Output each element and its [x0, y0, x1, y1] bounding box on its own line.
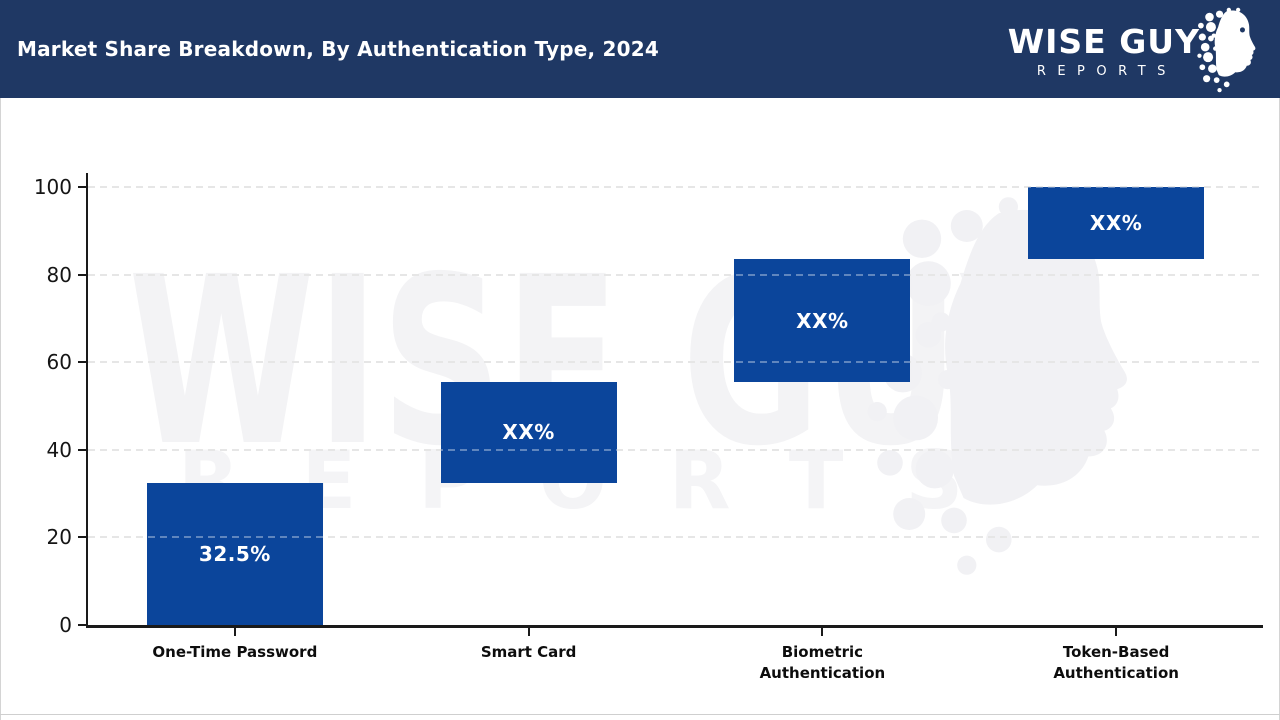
x-tick-2: [527, 628, 530, 636]
page-border-left: [0, 98, 1, 720]
x-category-label-4: Token-Based Authentication: [1053, 643, 1179, 682]
chart-title: Market Share Breakdown, By Authenticatio…: [17, 37, 659, 61]
gridline-40: [88, 448, 1263, 451]
bar-3: XX%: [734, 259, 911, 382]
gridline-overlay-60: [88, 361, 1263, 364]
y-tick-label-100: 100: [33, 175, 72, 199]
bar-value-label: XX%: [796, 308, 849, 333]
logo-sub-text: REPORTS: [1036, 63, 1177, 79]
watermark-dotted-head: [867, 197, 1127, 575]
gridline-20: [88, 536, 1263, 539]
gridline-overlay-80: [88, 273, 1263, 276]
gridline-overlay-40: [88, 448, 1263, 451]
gridline-100: [88, 186, 1263, 188]
gridline-overlay-20: [88, 536, 1263, 539]
x-category-label-3: Biometric Authentication: [759, 643, 886, 682]
x-category-label-2: Smart Card: [480, 643, 577, 661]
y-tick-100: [78, 186, 86, 188]
chart: WISE GUY REPORTS 32.5%XX%XX%XX% 02040608…: [0, 98, 1280, 720]
x-tick-4: [1115, 628, 1118, 636]
gridline-80: [88, 273, 1263, 276]
y-tick-0: [78, 624, 86, 626]
header-bar: Market Share Breakdown, By Authenticatio…: [0, 0, 1280, 98]
bar-value-label: XX%: [1089, 211, 1143, 236]
logo-text: WISE GUY REPORTS: [1008, 22, 1200, 79]
plot-area: 32.5% XX% XX% XX%: [86, 173, 1263, 628]
y-tick-label-40: 40: [46, 437, 72, 462]
x-category-label-1: One-Time Password: [152, 643, 318, 661]
wise-guy-reports-logo: WISE GUY REPORTS: [1008, 4, 1268, 96]
gridline-60: [88, 361, 1263, 364]
bar-4: XX%: [1028, 187, 1205, 260]
y-tick-20: [78, 536, 86, 539]
bar-2: XX%: [440, 381, 617, 483]
bar-1: 32.5%: [146, 482, 323, 625]
y-tick-label-60: 60: [46, 350, 72, 375]
y-tick-label-80: 80: [46, 262, 72, 287]
bar-value-label: XX%: [502, 420, 555, 445]
y-tick-60: [78, 361, 86, 364]
y-tick-label-20: 20: [46, 525, 72, 550]
logo-name-text: WISE GUY: [1007, 21, 1200, 61]
gridline-overlay-100: [88, 186, 1263, 188]
y-tick-40: [78, 448, 86, 451]
page-border-bottom: [0, 714, 1280, 715]
y-tick-label-0: 0: [59, 613, 72, 637]
x-tick-1: [233, 628, 236, 636]
logo-eye-dot: [1239, 27, 1245, 33]
y-tick-80: [78, 273, 86, 276]
x-tick-3: [821, 628, 824, 636]
bar-value-label: 32.5%: [198, 541, 271, 566]
dotted-head-icon: [1197, 7, 1256, 93]
